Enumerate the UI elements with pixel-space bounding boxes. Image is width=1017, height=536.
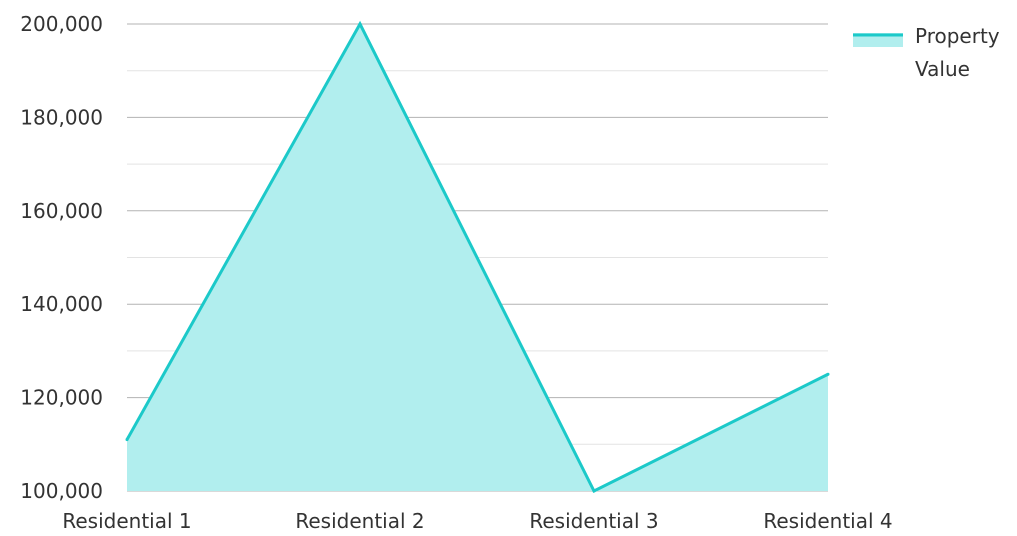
x-tick-label: Residential 2 [295,509,424,532]
y-tick-label: 160,000 [20,199,103,223]
data-point-2 [358,22,362,26]
x-tick-label: Residential 4 [763,509,892,532]
data-point-4 [826,372,830,376]
series-area-fill [127,24,828,491]
y-tick-label: 120,000 [20,386,103,410]
y-tick-label: 200,000 [20,12,103,36]
y-tick-label: 180,000 [20,105,103,129]
series-area-layer [125,20,830,494]
legend-label-line-1: Property [915,24,1000,48]
legend: Property Value [853,24,1000,81]
series-line [125,20,829,494]
x-axis-tick-labels: Residential 1 Residential 2 Residential 3 R… [62,509,892,533]
x-tick-label: Residential 1 [62,509,191,532]
data-point-1 [125,438,129,442]
y-tick-label: 100,000 [20,479,103,503]
x-tick-label: Residential 3 [529,509,658,532]
y-axis-tick-labels: 100,000 120,000 140,000 160,000 180,000 200,0… [20,12,103,503]
y-tick-label: 140,000 [20,292,103,316]
data-point-3 [592,489,596,493]
legend-label-line-2: Value [915,57,970,81]
